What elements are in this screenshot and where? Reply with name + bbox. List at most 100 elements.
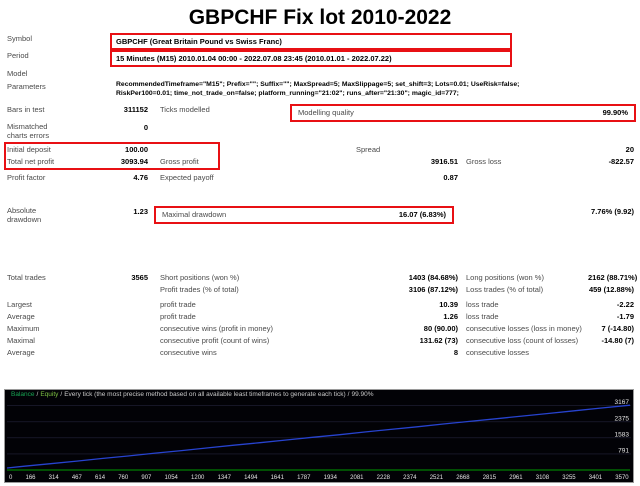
x-axis-labels: 0 166 314 467 614 760 907 1054 1200 1347 1494 1641 1…	[9, 475, 629, 481]
total-net-profit-row: Total net profit 3093.94 Gross profit 39…	[4, 156, 636, 168]
mismatched-charts-errors-row: Mismatched charts errors 0	[4, 122, 636, 141]
x-axis-tick: 314	[48, 475, 59, 481]
x-axis-tick: 3570	[615, 475, 629, 481]
mismatched-charts-errors-label: Mismatched charts errors	[7, 121, 50, 141]
largest-loss-trade-label: loss trade	[466, 299, 499, 309]
maximal-drawdown-label: Maximal drawdown	[162, 209, 227, 219]
average-consecutive-row: Average consecutive wins 8 consecutive l…	[4, 347, 636, 359]
largest-loss-trade-value: -2.22	[616, 299, 634, 309]
chart-separator-1: /	[36, 391, 39, 398]
x-axis-tick: 3255	[562, 475, 576, 481]
short-positions-label: Short positions (won %)	[160, 272, 240, 282]
model-row: Model	[4, 68, 636, 80]
largest-trade-row: Largest profit trade 10.39 loss trade -2…	[4, 299, 636, 311]
maximal-drawdown-highlight-box: Maximal drawdown 16.07 (6.83%)	[154, 205, 454, 224]
maximal-consecutive-profit-label: consecutive profit (count of wins)	[160, 335, 270, 345]
x-axis-tick: 1054	[164, 475, 178, 481]
balance-chart: Balance / Equity / Every tick (the most prec…	[4, 389, 634, 483]
maximal-consecutive-row: Maximal consecutive profit (count of win…	[4, 335, 636, 347]
average-consecutive-wins-label: consecutive wins	[160, 347, 217, 357]
x-axis-tick: 2961	[509, 475, 523, 481]
average-profit-trade-label: profit trade	[160, 311, 196, 321]
chart-separator-2: /	[60, 391, 63, 398]
parameters-label: Parameters	[7, 82, 46, 91]
chart-header: Balance / Equity / Every tick (the most prec…	[11, 391, 374, 398]
gross-loss-value: -822.57	[608, 156, 634, 166]
model-label: Model	[7, 69, 28, 78]
x-axis-tick: 2228	[376, 475, 391, 481]
maximal-consecutive-loss-value: -14.80 (7)	[601, 335, 634, 345]
profit-factor-row: Profit factor 4.76 Expected payoff 0.87	[4, 172, 636, 184]
maximum-consecutive-losses-value: 7 (-14.80)	[601, 323, 634, 333]
maximal-consecutive-profit-value: 131.62 (73)	[419, 335, 458, 345]
relative-drawdown-value: 7.76% (9.92)	[591, 206, 634, 216]
profit-trades-label: Profit trades (% of total)	[160, 284, 239, 294]
symbol-label: Symbol	[7, 34, 33, 43]
average-consecutive-losses-label: consecutive losses	[466, 347, 529, 357]
profit-trades-value: 3106 (87.12%)	[408, 284, 458, 294]
gross-loss-label: Gross loss	[466, 156, 502, 166]
x-axis-tick: 1641	[270, 475, 284, 481]
maximal-drawdown-value: 16.07 (6.83%)	[398, 209, 446, 219]
x-axis-tick: 2815	[482, 475, 497, 481]
absolute-drawdown-value: 1.23	[133, 206, 148, 216]
symbol-value: GBPCHF (Great Britain Pound vs Swiss Fra…	[116, 37, 282, 46]
mismatched-charts-errors-value: 0	[143, 122, 148, 132]
y-axis-tick: 791	[618, 447, 629, 454]
average-trade-row: Average profit trade 1.26 loss trade -1.…	[4, 311, 636, 323]
period-row: Period 15 Minutes (M15) 2010.01.04 00:00…	[4, 50, 636, 67]
total-trades-row: Total trades 3565 Short positions (won %…	[4, 272, 638, 284]
gross-profit-label: Gross profit	[160, 156, 199, 166]
long-positions-label: Long positions (won %)	[466, 272, 544, 282]
drawdown-row: Absolute drawdown 1.23 Maximal drawdown …	[4, 205, 636, 226]
maximum-consecutive-row: Maximum consecutive wins (profit in mone…	[4, 323, 636, 335]
total-trades-value: 3565	[131, 272, 148, 282]
x-axis-tick: 166	[25, 475, 36, 481]
profit-factor-label: Profit factor	[7, 172, 46, 182]
x-axis-tick: 1200	[191, 475, 205, 481]
short-positions-value: 1403 (84.68%)	[408, 272, 458, 282]
period-highlight-box: 15 Minutes (M15) 2010.01.04 00:00 - 2022…	[110, 50, 512, 67]
modelling-quality-label: Modelling quality	[298, 107, 354, 117]
y-axis-tick: 3167	[615, 399, 630, 406]
long-positions-value: 2162 (88.71%)	[588, 272, 638, 282]
largest-profit-trade-label: profit trade	[160, 299, 196, 309]
total-net-profit-value: 3093.94	[120, 156, 148, 166]
initial-deposit-value: 100.00	[125, 144, 148, 154]
maximum-consecutive-wins-value: 80 (90.00)	[423, 323, 458, 333]
average-loss-trade-value: -1.79	[616, 311, 634, 321]
bars-in-test-value: 311152	[123, 104, 148, 114]
ticks-modelled-label: Ticks modelled	[160, 104, 210, 114]
x-axis-tick: 3401	[588, 475, 603, 481]
average-trade-label: Average	[7, 311, 35, 321]
parameters-value: RecommendedTimeframe="M15"; Prefix=""; S…	[116, 81, 519, 99]
chart-svg: 791 1583 2375 3167	[6, 399, 631, 471]
bars-in-test-row: Bars in test 311152 Ticks modelled Model…	[4, 103, 636, 122]
report-table: Symbol GBPCHF (Great Britain Pound vs Sw…	[4, 33, 638, 359]
parameters-line-2: RiskPer100=0.01; time_not_trade_on=false…	[116, 89, 459, 97]
page-title: GBPCHF Fix lot 2010-2022	[188, 6, 452, 29]
maximum-consecutive-label: Maximum	[7, 323, 40, 333]
maximum-consecutive-losses-label: consecutive losses (loss in money)	[466, 323, 582, 333]
x-axis-tick: 2081	[350, 475, 364, 481]
average-profit-trade-value: 1.26	[443, 311, 458, 321]
x-axis-tick: 1347	[217, 475, 231, 481]
x-axis-tick: 614	[95, 475, 106, 481]
bars-in-test-label: Bars in test	[7, 104, 45, 114]
y-axis-tick: 2375	[615, 415, 630, 422]
period-label: Period	[7, 51, 29, 60]
backtest-report-page: GBPCHF Fix lot 2010-2022 Symbol GBPCHF (…	[0, 6, 640, 483]
spread-label: Spread	[356, 144, 381, 154]
parameters-line-1: RecommendedTimeframe="M15"; Prefix=""; S…	[116, 81, 520, 88]
profit-trades-row: Profit trades (% of total) 3106 (87.12%)…	[4, 284, 636, 296]
x-axis-tick: 760	[118, 475, 129, 481]
expected-payoff-label: Expected payoff	[160, 172, 214, 182]
average-consecutive-wins-value: 8	[453, 347, 458, 357]
largest-profit-trade-value: 10.39	[439, 299, 458, 309]
x-axis-tick: 1934	[323, 475, 337, 481]
average-loss-trade-label: loss trade	[466, 311, 499, 321]
chart-separator-3: /	[347, 391, 350, 398]
gross-profit-value: 3916.51	[430, 156, 458, 166]
deposit-section: Initial deposit 100.00 Spread 20 Total n…	[4, 141, 636, 170]
initial-deposit-row: Initial deposit 100.00 Spread 20	[4, 144, 636, 156]
